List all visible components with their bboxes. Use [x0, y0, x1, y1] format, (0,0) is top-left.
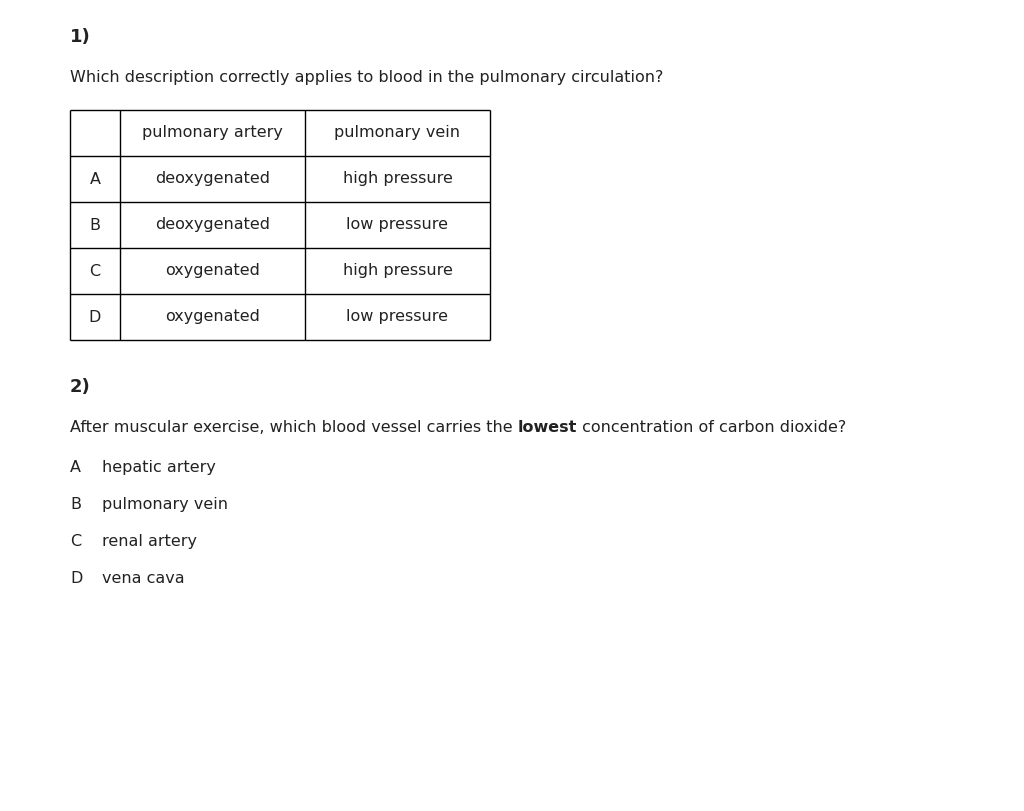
Text: 1): 1) — [70, 28, 91, 46]
Text: vena cava: vena cava — [102, 571, 184, 586]
Text: oxygenated: oxygenated — [165, 310, 260, 324]
Text: B: B — [89, 217, 100, 233]
Text: 2): 2) — [70, 378, 91, 396]
Text: high pressure: high pressure — [343, 171, 453, 187]
Text: pulmonary vein: pulmonary vein — [335, 126, 461, 140]
Text: A: A — [89, 171, 100, 187]
Text: B: B — [70, 497, 81, 512]
Text: high pressure: high pressure — [343, 264, 453, 278]
Text: pulmonary artery: pulmonary artery — [142, 126, 283, 140]
Text: low pressure: low pressure — [346, 310, 449, 324]
Text: oxygenated: oxygenated — [165, 264, 260, 278]
Text: concentration of carbon dioxide?: concentration of carbon dioxide? — [578, 420, 847, 435]
Text: A: A — [70, 460, 81, 475]
Text: D: D — [89, 310, 101, 324]
Text: D: D — [70, 571, 82, 586]
Text: C: C — [70, 534, 81, 549]
Text: C: C — [89, 264, 100, 278]
Text: deoxygenated: deoxygenated — [155, 171, 270, 187]
Text: lowest: lowest — [518, 420, 578, 435]
Text: After muscular exercise, which blood vessel carries the: After muscular exercise, which blood ves… — [70, 420, 518, 435]
Text: hepatic artery: hepatic artery — [102, 460, 216, 475]
Text: Which description correctly applies to blood in the pulmonary circulation?: Which description correctly applies to b… — [70, 70, 664, 85]
Text: pulmonary vein: pulmonary vein — [102, 497, 228, 512]
Text: low pressure: low pressure — [346, 217, 449, 233]
Text: renal artery: renal artery — [102, 534, 197, 549]
Text: deoxygenated: deoxygenated — [155, 217, 270, 233]
